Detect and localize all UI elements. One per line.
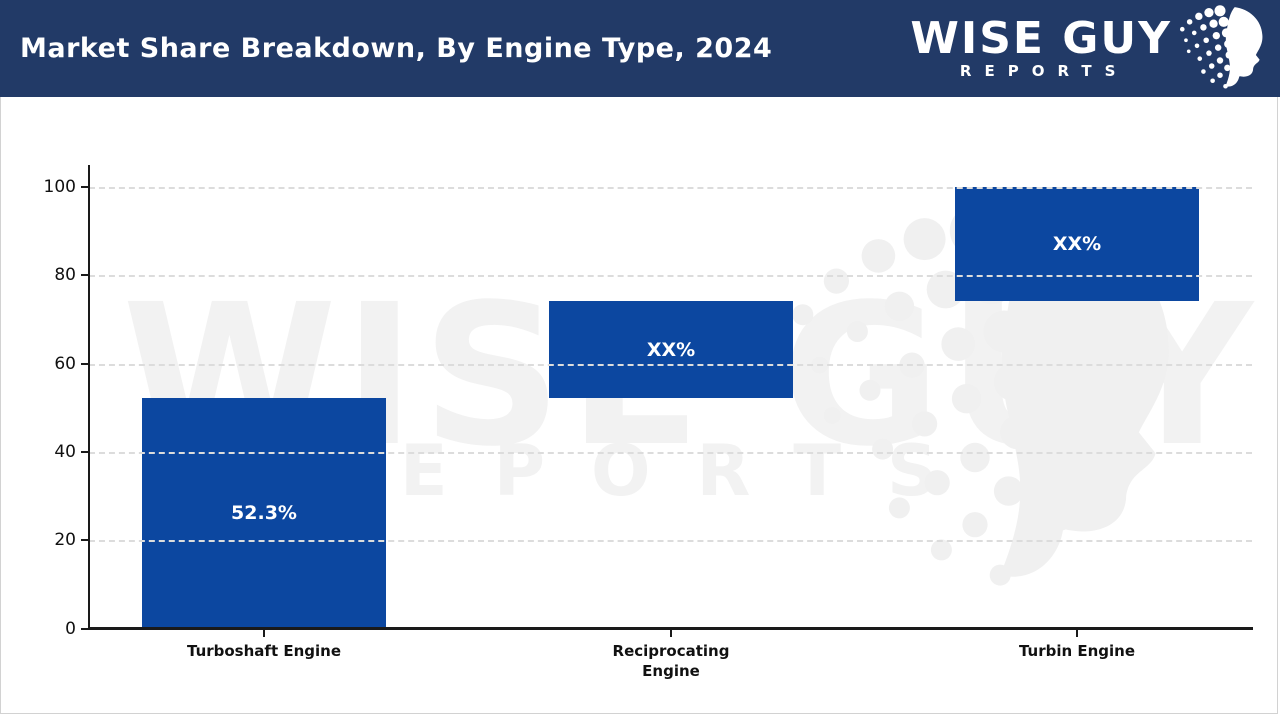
bar-2: XX%: [549, 301, 793, 398]
x-category-label: Reciprocating Engine: [521, 641, 821, 681]
logo-subtitle: REPORTS: [959, 61, 1129, 80]
y-tick-mark: [81, 362, 88, 365]
x-category-label: Turbin Engine: [927, 641, 1227, 661]
x-category-label: Turboshaft Engine: [114, 641, 414, 661]
x-category-line: Reciprocating: [612, 642, 730, 660]
x-tick-mark: [263, 630, 265, 637]
y-tick-mark: [81, 274, 88, 277]
bar-value-label: 52.3%: [231, 502, 297, 525]
page-title: Market Share Breakdown, By Engine Type, …: [20, 33, 773, 64]
x-tick-mark: [1076, 630, 1078, 637]
y-tick-mark: [81, 450, 88, 453]
y-tick-label: 60: [54, 353, 76, 374]
x-axis-line: [88, 627, 1253, 630]
y-tick-mark: [81, 539, 88, 542]
gridline-60: [89, 363, 1252, 366]
y-axis-line: [88, 165, 90, 630]
logo-wordmark: WISE GUY: [910, 12, 1172, 64]
x-category-line: Turbin Engine: [1018, 642, 1136, 660]
x-tick-mark: [670, 630, 672, 637]
y-tick-label: 40: [54, 441, 76, 462]
y-tick-label: 0: [65, 618, 76, 639]
wise-guy-logo: WISE GUY REPORTS: [910, 5, 1280, 93]
logo-face-icon: [1174, 5, 1266, 93]
y-tick-label: 80: [54, 265, 76, 286]
y-tick-label: 100: [43, 177, 76, 198]
gridline-100: [89, 187, 1252, 190]
x-category-line: Engine: [642, 662, 700, 680]
gridline-80: [89, 275, 1252, 278]
bar-value-label: XX%: [1052, 233, 1102, 256]
x-category-line: Turboshaft Engine: [186, 642, 341, 660]
bar-3: XX%: [955, 187, 1199, 302]
gridline-40: [89, 451, 1252, 454]
watermark-subtitle: REPORTS: [300, 430, 984, 512]
y-tick-mark: [81, 627, 88, 630]
header-bar: Market Share Breakdown, By Engine Type, …: [0, 0, 1280, 97]
bar-value-label: XX%: [646, 338, 696, 361]
y-tick-label: 20: [54, 530, 76, 551]
logo-text: WISE GUY REPORTS: [910, 12, 1172, 81]
gridline-20: [89, 540, 1252, 543]
y-tick-mark: [81, 186, 88, 189]
bar-1: 52.3%: [142, 397, 386, 629]
